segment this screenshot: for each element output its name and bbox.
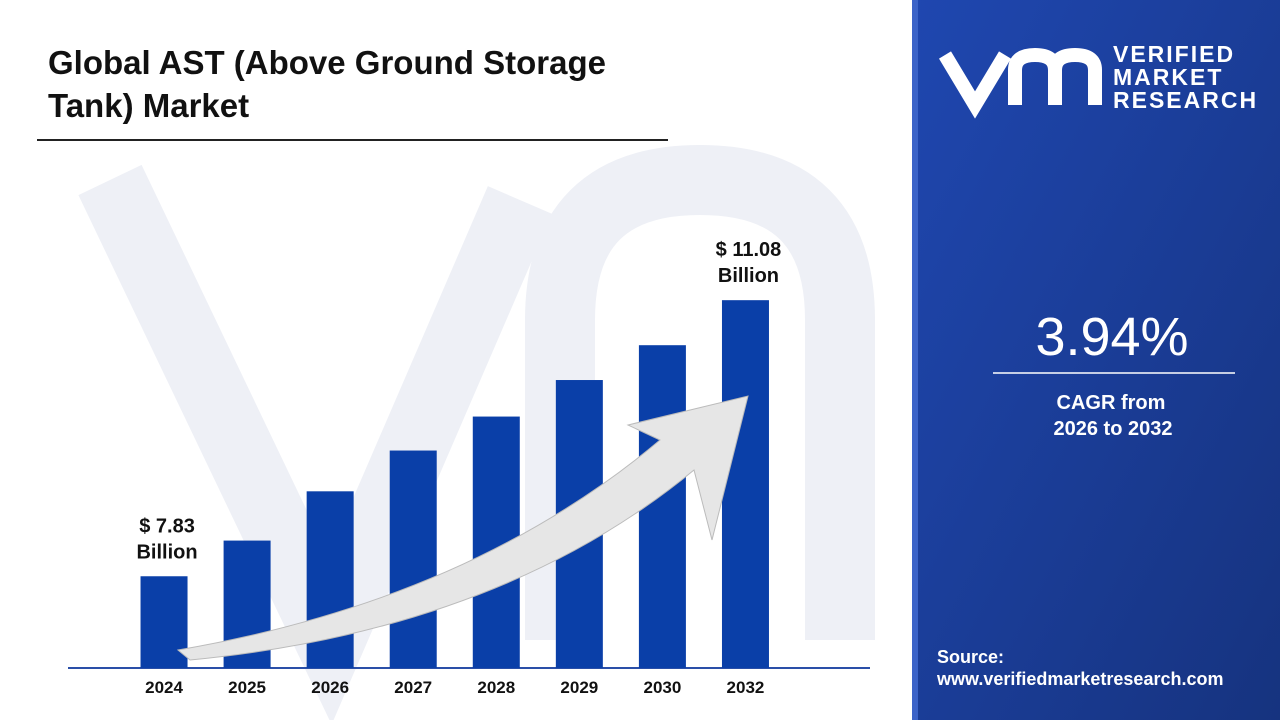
cagr-caption: CAGR from xyxy=(1057,392,1166,414)
logo-mark xyxy=(938,47,1102,119)
value-label: $ 7.83 xyxy=(139,515,195,537)
source-label: Source: xyxy=(937,647,1004,667)
x-tick-label: 2027 xyxy=(394,678,432,697)
brand-line: VERIFIED xyxy=(1113,41,1235,67)
source-url: www.verifiedmarketresearch.com xyxy=(936,669,1223,689)
value-unit: Billion xyxy=(718,265,779,287)
x-tick-label: 2032 xyxy=(727,678,765,697)
chart-title-line2: Tank) Market xyxy=(48,87,249,124)
x-tick-label: 2029 xyxy=(560,678,598,697)
x-tick-label: 2025 xyxy=(228,678,266,697)
x-tick-label: 2024 xyxy=(145,678,183,697)
bar xyxy=(389,450,437,668)
bar xyxy=(721,300,769,668)
brand-line: RESEARCH xyxy=(1113,87,1258,113)
title-text: Tank) Market xyxy=(48,87,249,124)
cagr-value: 3.94% xyxy=(1035,307,1188,367)
brand-line: MARKET xyxy=(1113,64,1223,90)
growth-arrow xyxy=(176,395,749,661)
value-label: $ 11.08 xyxy=(716,239,782,261)
bars xyxy=(140,300,769,668)
title-text: Global AST (Above Ground Storage xyxy=(48,44,606,81)
x-tick-label: 2026 xyxy=(311,678,349,697)
chart-title-line1: Global AST (Above Ground Storage xyxy=(48,44,606,81)
value-unit: Billion xyxy=(136,541,197,563)
sidebar-bg xyxy=(912,0,1280,720)
bar xyxy=(638,345,686,668)
x-tick-label: 2028 xyxy=(477,678,515,697)
x-tick-label: 2030 xyxy=(643,678,681,697)
bar xyxy=(140,576,188,668)
cagr-caption: 2026 to 2032 xyxy=(1054,418,1173,440)
sidebar-edge xyxy=(912,0,918,720)
